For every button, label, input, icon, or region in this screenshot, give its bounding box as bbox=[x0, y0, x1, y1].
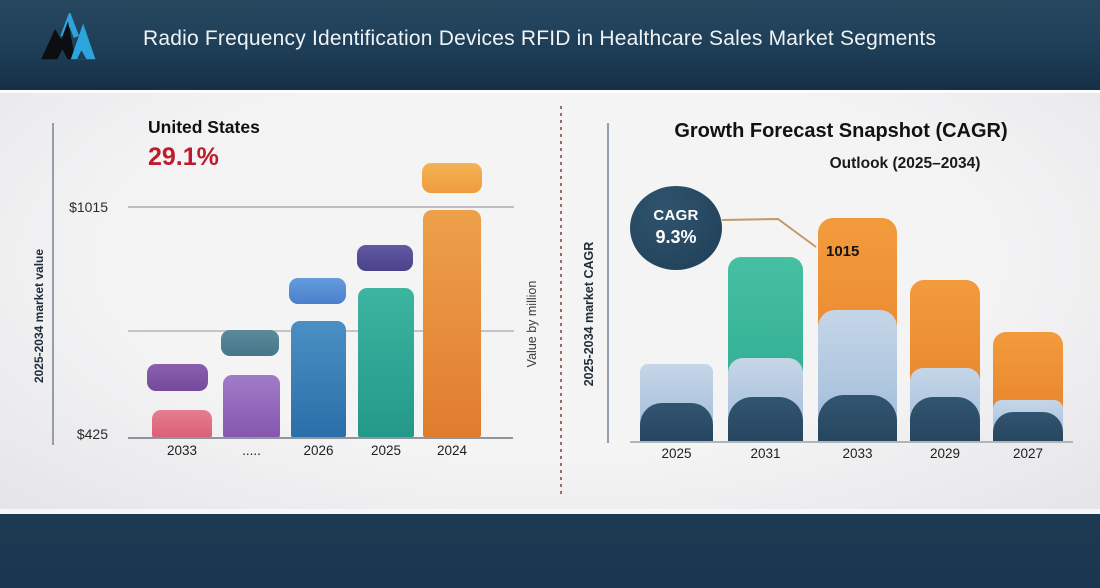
y-tick-425: $425 bbox=[76, 426, 108, 442]
x-label-2025: 2025 bbox=[661, 446, 692, 461]
right-chart-subtitle: Outlook (2025–2034) bbox=[829, 155, 981, 172]
bar-cap-2025 bbox=[357, 245, 413, 271]
left-chart-x-axis bbox=[128, 437, 513, 439]
left-chart-y-axis-label: 2025-2034 market value bbox=[32, 248, 46, 384]
segment-nv-2029 bbox=[910, 397, 980, 442]
value-by-million-label: Value by million bbox=[525, 280, 539, 368]
left-chart-y-axis bbox=[52, 123, 54, 445]
x-label-2027: 2027 bbox=[1012, 446, 1044, 461]
right-chart-y-axis-label: 2025-2034 market CAGR bbox=[582, 241, 596, 387]
cagr-badge-label: CAGR bbox=[653, 207, 699, 225]
region-label: United States bbox=[148, 117, 260, 137]
x-label-2031: 2031 bbox=[750, 446, 781, 461]
bar-2024 bbox=[423, 210, 481, 438]
right-chart-title: Growth Forecast Snapshot (CAGR) bbox=[674, 120, 1008, 142]
x-label-2026: 2026 bbox=[303, 443, 334, 458]
x-label-2024: 2024 bbox=[436, 443, 468, 458]
segment-nv-2027 bbox=[993, 412, 1063, 442]
bar-cap-..... bbox=[221, 330, 279, 356]
bar-cap-2024 bbox=[422, 163, 482, 193]
segment-nv-2031 bbox=[728, 397, 803, 442]
ama-logo-icon bbox=[41, 13, 96, 60]
right-chart-y-axis bbox=[607, 123, 609, 443]
x-label-2029: 2029 bbox=[929, 446, 961, 461]
bar-2033 bbox=[152, 410, 212, 438]
bar-2025 bbox=[358, 288, 414, 438]
cagr-badge: CAGR 9.3% bbox=[630, 186, 722, 270]
y-tick-1015: $1015 bbox=[69, 199, 108, 215]
header-banner: Radio Frequency Identification Devices R… bbox=[0, 0, 1100, 90]
segment-nv-2025 bbox=[640, 403, 713, 442]
x-label-2033: 2033 bbox=[842, 446, 873, 461]
page-title: Radio Frequency Identification Devices R… bbox=[143, 27, 937, 50]
x-label-.....: ..... bbox=[242, 443, 261, 458]
x-label-2033: 2033 bbox=[166, 443, 198, 458]
cagr-badge-value: 9.3% bbox=[655, 227, 697, 248]
bar-cap-2033 bbox=[147, 364, 208, 391]
segment-nv-2033 bbox=[818, 395, 897, 442]
x-label-2025: 2025 bbox=[370, 443, 402, 458]
bar-cap-2026 bbox=[289, 278, 346, 304]
right-chart-x-axis bbox=[630, 441, 1073, 443]
region-highlight-percent: 29.1% bbox=[148, 143, 219, 171]
gridline-1015 bbox=[128, 206, 514, 208]
peak-value-label: 1015 bbox=[826, 243, 860, 260]
panel-divider bbox=[560, 106, 562, 498]
bar-2026 bbox=[291, 321, 346, 438]
bar-..... bbox=[223, 375, 280, 438]
footer-banner: @ All Market Analysis Snapshot GlobalRad… bbox=[0, 514, 1100, 588]
